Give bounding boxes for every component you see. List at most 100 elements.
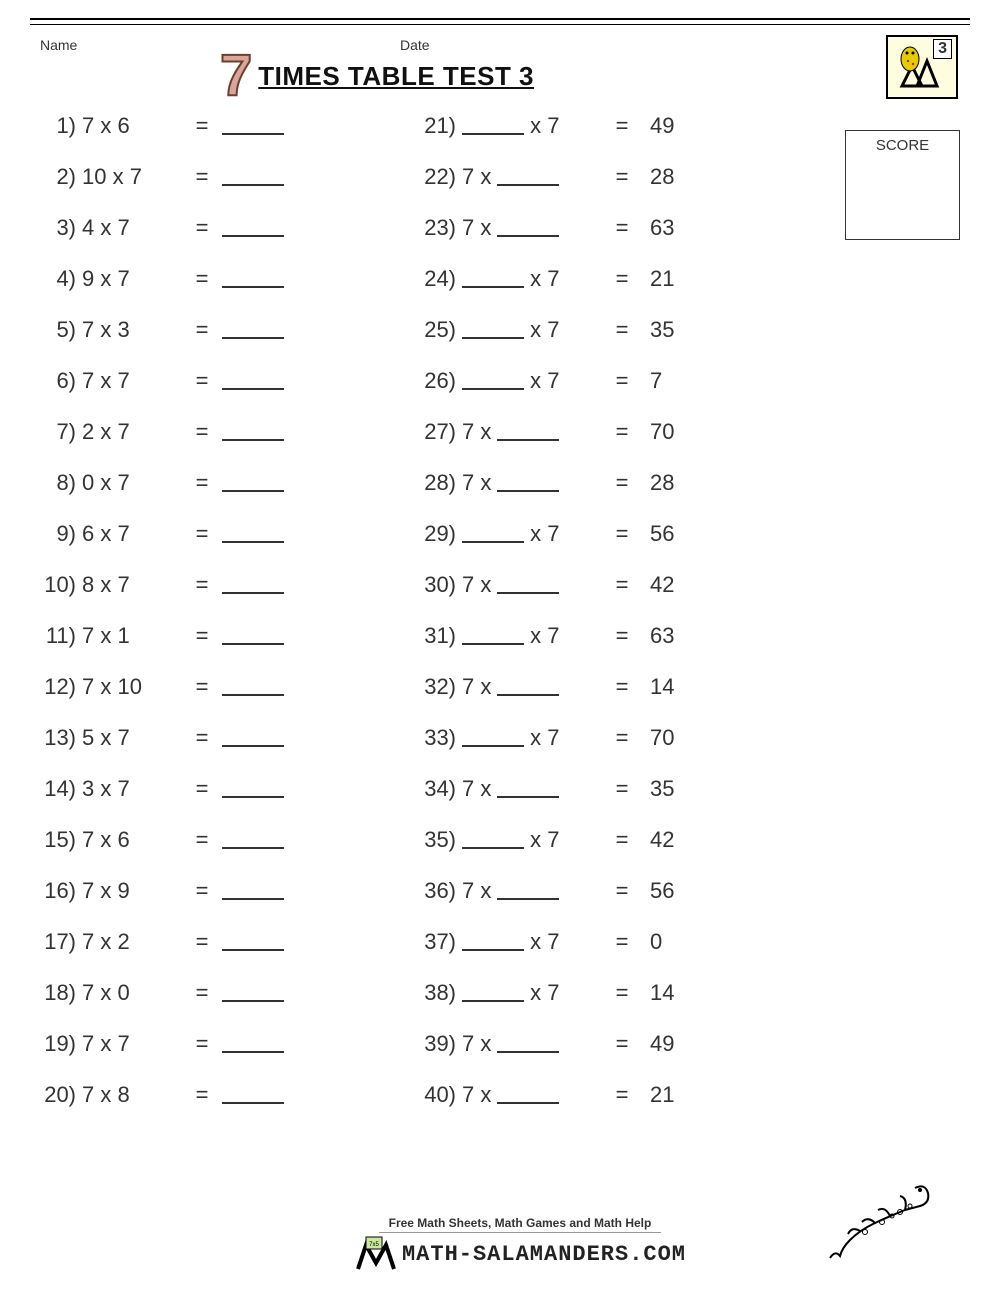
operand-blank[interactable]	[497, 880, 559, 900]
expr-part: 7 x	[462, 878, 497, 904]
problem-number: 27)	[410, 419, 462, 445]
problem-number: 16)	[30, 878, 82, 904]
operand-blank[interactable]	[462, 727, 524, 747]
operand-blank[interactable]	[462, 625, 524, 645]
answer-blank[interactable]	[222, 217, 284, 237]
problem-row: 30)7 x =42	[410, 572, 800, 623]
problem-columns: 1)7 x 6=2)10 x 7=3)4 x 7=4)9 x 7=5)7 x 3…	[30, 113, 970, 1133]
answer-blank[interactable]	[222, 166, 284, 186]
operand-blank[interactable]	[497, 574, 559, 594]
problem-number: 10)	[30, 572, 82, 598]
answer-blank[interactable]	[222, 982, 284, 1002]
result-value: 63	[642, 623, 692, 649]
answer-blank[interactable]	[222, 421, 284, 441]
problem-row: 25) x 7=35	[410, 317, 800, 368]
problem-expression: 7 x 7	[82, 368, 182, 394]
equals-sign: =	[602, 674, 642, 700]
operand-blank[interactable]	[497, 778, 559, 798]
problem-expression: 7 x 2	[82, 929, 182, 955]
operand-blank[interactable]	[497, 1084, 559, 1104]
operand-blank[interactable]	[497, 676, 559, 696]
answer-blank[interactable]	[222, 931, 284, 951]
problem-number: 21)	[410, 113, 462, 139]
problem-row: 10)8 x 7=	[30, 572, 380, 623]
problem-expression: x 7	[462, 113, 602, 139]
expr-part: 7 x	[462, 776, 497, 802]
equals-sign: =	[602, 215, 642, 241]
operand-blank[interactable]	[462, 523, 524, 543]
answer-blank[interactable]	[222, 676, 284, 696]
operand-blank[interactable]	[462, 982, 524, 1002]
answer-blank[interactable]	[222, 370, 284, 390]
operand-blank[interactable]	[497, 421, 559, 441]
equals-sign: =	[602, 623, 642, 649]
answer-blank[interactable]	[222, 115, 284, 135]
problem-row: 15)7 x 6=	[30, 827, 380, 878]
equals-sign: =	[602, 368, 642, 394]
problem-expression: 0 x 7	[82, 470, 182, 496]
operand-blank[interactable]	[497, 166, 559, 186]
problem-number: 33)	[410, 725, 462, 751]
problem-expression: 3 x 7	[82, 776, 182, 802]
problem-number: 13)	[30, 725, 82, 751]
expr-part: 7 x	[462, 1031, 497, 1057]
operand-blank[interactable]	[462, 115, 524, 135]
result-value: 56	[642, 878, 692, 904]
operand-blank[interactable]	[462, 370, 524, 390]
grade-badge: 3	[886, 35, 958, 99]
name-label: Name	[40, 37, 77, 53]
expr-part: x 7	[524, 368, 559, 394]
operand-blank[interactable]	[497, 472, 559, 492]
expr-part: 7 x	[462, 215, 497, 241]
answer-blank[interactable]	[222, 778, 284, 798]
equals-sign: =	[182, 368, 222, 394]
column-2: 21) x 7=4922)7 x =2823)7 x =6324) x 7=21…	[410, 113, 800, 1133]
answer-blank[interactable]	[222, 1084, 284, 1104]
answer-blank[interactable]	[222, 625, 284, 645]
problem-expression: 7 x	[462, 674, 602, 700]
problem-row: 16)7 x 9=	[30, 878, 380, 929]
answer-blank[interactable]	[222, 472, 284, 492]
footer-tagline: Free Math Sheets, Math Games and Math He…	[379, 1216, 662, 1233]
problem-number: 20)	[30, 1082, 82, 1108]
result-value: 49	[642, 113, 692, 139]
answer-blank[interactable]	[222, 523, 284, 543]
equals-sign: =	[602, 164, 642, 190]
answer-blank[interactable]	[222, 268, 284, 288]
operand-blank[interactable]	[497, 217, 559, 237]
problem-row: 13)5 x 7=	[30, 725, 380, 776]
problem-expression: x 7	[462, 368, 602, 394]
answer-blank[interactable]	[222, 829, 284, 849]
problem-row: 21) x 7=49	[410, 113, 800, 164]
equals-sign: =	[602, 317, 642, 343]
operand-blank[interactable]	[462, 931, 524, 951]
svg-text:7x5: 7x5	[369, 1242, 379, 1248]
score-box: SCORE	[845, 130, 960, 240]
answer-blank[interactable]	[222, 319, 284, 339]
expr-part: 7 x	[462, 572, 497, 598]
salamander-icon	[820, 1168, 940, 1263]
problem-number: 26)	[410, 368, 462, 394]
answer-blank[interactable]	[222, 574, 284, 594]
problem-number: 11)	[30, 623, 82, 649]
problem-row: 37) x 7=0	[410, 929, 800, 980]
result-value: 0	[642, 929, 692, 955]
operand-blank[interactable]	[462, 319, 524, 339]
problem-number: 24)	[410, 266, 462, 292]
equals-sign: =	[182, 419, 222, 445]
rule-top-thick	[30, 18, 970, 20]
operand-blank[interactable]	[497, 1033, 559, 1053]
operand-blank[interactable]	[462, 829, 524, 849]
answer-blank[interactable]	[222, 727, 284, 747]
equals-sign: =	[182, 572, 222, 598]
expr-part: 7 x	[462, 419, 497, 445]
answer-blank[interactable]	[222, 1033, 284, 1053]
answer-blank[interactable]	[222, 880, 284, 900]
operand-blank[interactable]	[462, 268, 524, 288]
problem-number: 12)	[30, 674, 82, 700]
result-value: 28	[642, 164, 692, 190]
problem-row: 32)7 x =14	[410, 674, 800, 725]
expr-part: x 7	[524, 725, 559, 751]
problem-expression: x 7	[462, 623, 602, 649]
result-value: 49	[642, 1031, 692, 1057]
